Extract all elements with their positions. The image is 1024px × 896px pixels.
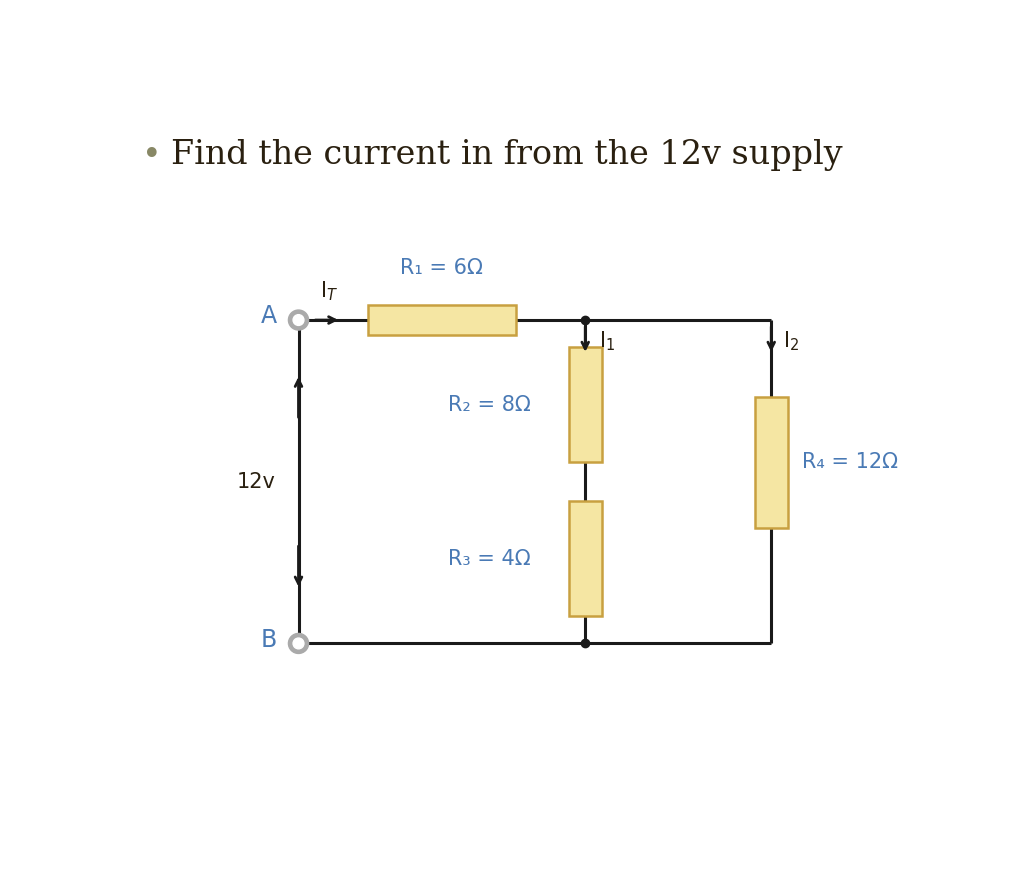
- Text: R₁ = 6Ω: R₁ = 6Ω: [400, 258, 483, 278]
- Bar: [369, 306, 515, 335]
- Text: R₃ = 4Ω: R₃ = 4Ω: [449, 548, 531, 569]
- Circle shape: [293, 314, 304, 325]
- Text: A: A: [261, 304, 278, 328]
- Text: I$_1$: I$_1$: [599, 330, 615, 353]
- Text: R₄ = 12Ω: R₄ = 12Ω: [802, 452, 898, 472]
- Circle shape: [289, 310, 308, 330]
- Text: R₂ = 8Ω: R₂ = 8Ω: [449, 395, 531, 415]
- Bar: [755, 397, 787, 528]
- Text: I$_T$: I$_T$: [321, 280, 339, 303]
- Text: I$_2$: I$_2$: [783, 330, 799, 353]
- Bar: [569, 347, 601, 462]
- Circle shape: [293, 638, 304, 649]
- Text: •: •: [142, 139, 162, 172]
- Circle shape: [289, 633, 308, 653]
- Text: 12v: 12v: [237, 471, 275, 492]
- Text: B: B: [261, 627, 278, 651]
- Bar: [569, 501, 601, 616]
- Text: Find the current in from the 12v supply: Find the current in from the 12v supply: [171, 139, 843, 171]
